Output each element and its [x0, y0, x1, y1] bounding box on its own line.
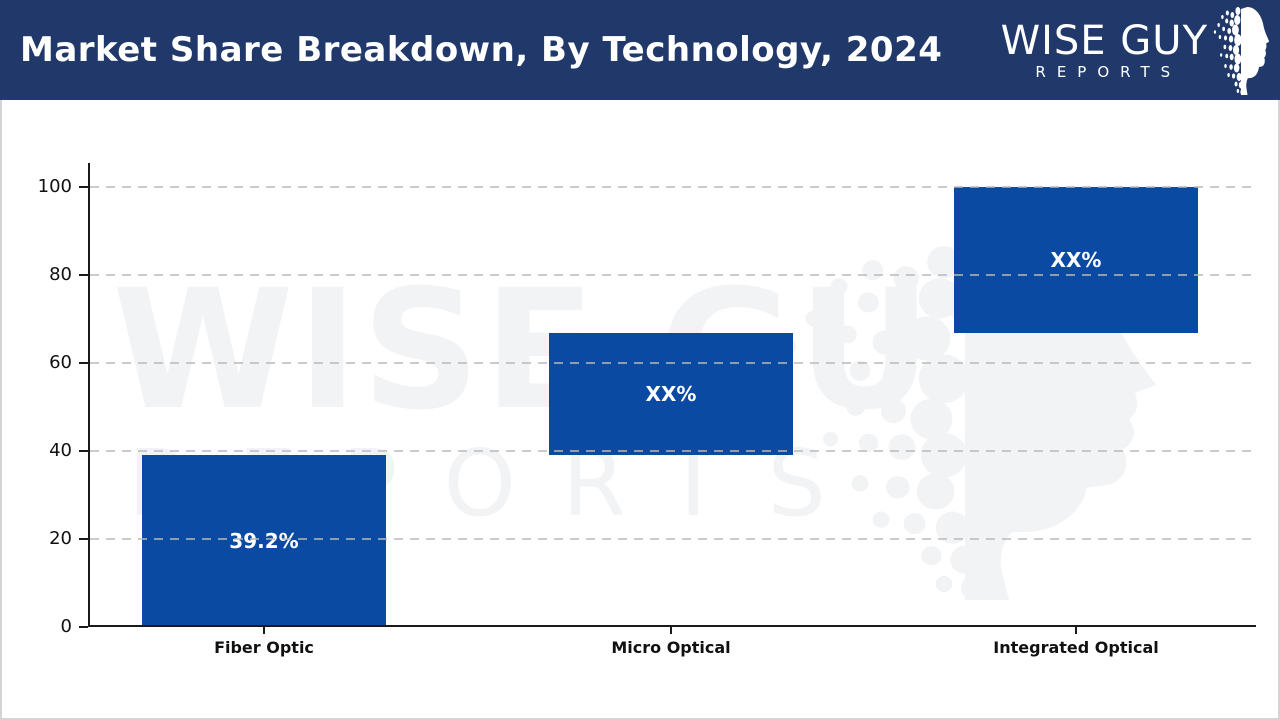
- logo-subtext: REPORTS: [1035, 62, 1182, 81]
- page-border-right: [1278, 100, 1280, 720]
- page-border-left: [0, 100, 2, 720]
- logo-text: WISE GUY REPORTS: [1001, 21, 1208, 80]
- logo-wordmark: WISE GUY: [1000, 17, 1208, 64]
- x-tick: [670, 627, 672, 634]
- plot-area: 0 20 40 60 80 100 39.2% Fiber Optic XX% Micro Opt…: [38, 163, 1256, 657]
- gridline: [90, 538, 1256, 540]
- y-axis-label: 40: [49, 440, 72, 461]
- page-title: Market Share Breakdown, By Technology, 2…: [20, 30, 943, 70]
- y-axis-label: 0: [60, 616, 72, 637]
- y-axis-label: 100: [37, 176, 72, 197]
- y-tick: [79, 186, 88, 188]
- x-axis-spine: [88, 625, 1256, 627]
- gridline: [90, 186, 1256, 188]
- y-axis-label: 60: [49, 352, 72, 373]
- x-axis-label: Integrated Optical: [993, 638, 1159, 657]
- gridline: [90, 450, 1256, 452]
- wise-guy-logo: WISE GUY REPORTS: [1001, 4, 1272, 96]
- y-axis-label: 80: [49, 264, 72, 285]
- y-axis-label: 20: [49, 528, 72, 549]
- logo-face-icon: [1213, 7, 1270, 95]
- bar-fiber-optic: 39.2%: [142, 454, 386, 627]
- bar-integrated-optical: XX%: [954, 187, 1198, 334]
- y-tick: [79, 626, 88, 628]
- gridline: [90, 362, 1256, 364]
- bar-value-label: XX%: [645, 381, 697, 406]
- x-tick: [1075, 627, 1077, 634]
- page-border-bottom: [0, 718, 1280, 720]
- bar-micro-optical: XX%: [549, 333, 793, 455]
- y-tick: [79, 274, 88, 276]
- bar-value-label: XX%: [1050, 248, 1102, 273]
- gridline: [90, 274, 1256, 276]
- y-axis-spine: [88, 163, 90, 627]
- y-tick: [79, 450, 88, 452]
- x-axis-label: Micro Optical: [611, 638, 731, 657]
- bar-value-label: 39.2%: [229, 528, 299, 553]
- y-tick: [79, 538, 88, 540]
- header: Market Share Breakdown, By Technology, 2…: [0, 0, 1280, 100]
- x-tick: [263, 627, 265, 634]
- x-axis-label: Fiber Optic: [214, 638, 314, 657]
- y-tick: [79, 362, 88, 364]
